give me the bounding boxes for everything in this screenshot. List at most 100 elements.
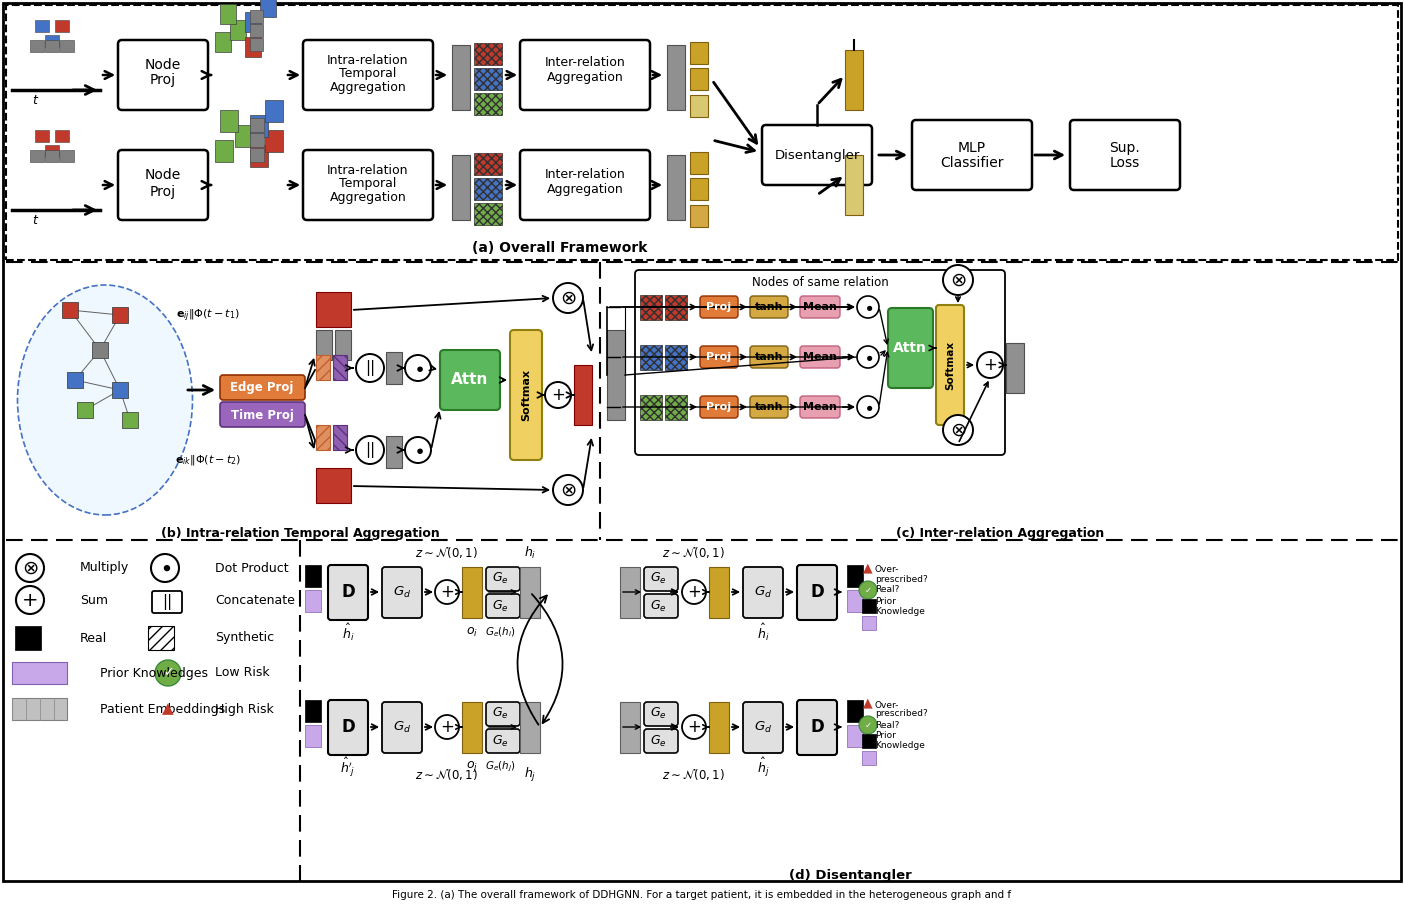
Text: $\hat{h}_{i}$: $\hat{h}_{i}$ (341, 622, 354, 643)
Bar (689, 68, 708, 90)
Text: $o_{i}$: $o_{i}$ (466, 625, 477, 639)
Circle shape (553, 283, 583, 313)
Text: ✓: ✓ (865, 586, 872, 594)
Text: Synthetic: Synthetic (215, 632, 274, 644)
Bar (862, 616, 876, 630)
Text: $o_{j}$: $o_{j}$ (466, 760, 477, 774)
Bar (265, 130, 284, 152)
Text: Patient Embeddings: Patient Embeddings (100, 703, 225, 716)
FancyBboxPatch shape (800, 346, 840, 368)
FancyBboxPatch shape (750, 296, 788, 318)
FancyBboxPatch shape (644, 702, 678, 726)
Text: tanh: tanh (755, 352, 783, 362)
Bar (305, 590, 322, 612)
Bar (847, 725, 863, 747)
Text: tanh: tanh (755, 302, 783, 312)
Text: D: D (810, 718, 824, 736)
Text: $\mathbf{e}_{ik}\|\Phi(t-t_2)$: $\mathbf{e}_{ik}\|\Phi(t-t_2)$ (176, 453, 241, 467)
Circle shape (15, 554, 44, 582)
Circle shape (404, 437, 431, 463)
Bar (93, 342, 108, 358)
Text: Aggregation: Aggregation (330, 190, 406, 204)
Text: (c) Inter-relation Aggregation: (c) Inter-relation Aggregation (896, 526, 1104, 539)
Text: Proj: Proj (150, 185, 176, 199)
FancyBboxPatch shape (382, 567, 423, 618)
Bar (316, 330, 331, 360)
Bar (640, 345, 663, 370)
Bar (333, 425, 347, 450)
Circle shape (856, 346, 879, 368)
Text: $\otimes$: $\otimes$ (560, 481, 576, 499)
Text: Dot Product: Dot Product (215, 561, 289, 575)
Text: $\bullet$: $\bullet$ (863, 348, 873, 366)
Text: $G_e$: $G_e$ (491, 733, 508, 749)
FancyBboxPatch shape (701, 346, 739, 368)
Bar (621, 567, 640, 618)
Text: +: + (439, 583, 453, 601)
Circle shape (435, 580, 459, 604)
FancyBboxPatch shape (118, 40, 208, 110)
Text: Edge Proj: Edge Proj (230, 381, 293, 395)
Bar (316, 468, 351, 503)
Circle shape (404, 355, 431, 381)
Text: $\bullet$: $\bullet$ (413, 358, 424, 377)
Bar (250, 24, 263, 37)
Text: +: + (687, 718, 701, 736)
Text: Real?: Real? (875, 720, 900, 729)
Text: $G_e$: $G_e$ (491, 570, 508, 586)
Bar (333, 355, 347, 380)
Text: Loss: Loss (1111, 156, 1140, 170)
Text: Attn: Attn (893, 341, 927, 355)
Text: D: D (341, 718, 355, 736)
Text: $G_e$: $G_e$ (650, 570, 667, 586)
Text: Over-: Over- (875, 700, 900, 709)
Text: $G_e$: $G_e$ (491, 706, 508, 720)
Circle shape (943, 415, 973, 445)
Bar (665, 295, 687, 320)
FancyBboxPatch shape (486, 702, 519, 726)
Text: ▲: ▲ (863, 561, 873, 575)
Bar (519, 702, 541, 753)
FancyBboxPatch shape (510, 330, 542, 460)
Text: ▲: ▲ (863, 696, 873, 709)
Bar (689, 178, 708, 200)
Text: $\bullet$: $\bullet$ (159, 558, 171, 578)
Bar (220, 4, 236, 24)
FancyBboxPatch shape (519, 150, 650, 220)
Bar (6, 5, 1398, 260)
Circle shape (977, 352, 1002, 378)
Text: Intra-relation: Intra-relation (327, 54, 409, 67)
Bar (336, 330, 351, 360)
FancyArrowPatch shape (518, 596, 546, 725)
Ellipse shape (17, 285, 192, 515)
Text: ✓: ✓ (163, 666, 173, 679)
Text: Node: Node (145, 58, 181, 72)
Circle shape (357, 436, 385, 464)
Text: +: + (21, 590, 38, 610)
Bar (845, 155, 863, 215)
FancyBboxPatch shape (913, 120, 1032, 190)
Text: Classifier: Classifier (941, 156, 1004, 170)
Text: Intra-relation: Intra-relation (327, 164, 409, 176)
Text: $G_e$: $G_e$ (650, 706, 667, 720)
Text: $G_e$: $G_e$ (491, 599, 508, 613)
Text: MLP: MLP (958, 141, 986, 155)
Text: $\bullet$: $\bullet$ (413, 441, 424, 460)
FancyBboxPatch shape (486, 594, 519, 618)
Text: $\bullet$: $\bullet$ (863, 298, 873, 316)
Bar (845, 50, 863, 110)
Bar (305, 700, 322, 722)
Text: $\otimes$: $\otimes$ (949, 420, 966, 440)
Bar (29, 150, 44, 162)
Text: ||: || (161, 594, 173, 610)
Bar (260, 0, 277, 17)
Bar (250, 115, 268, 137)
Bar (621, 702, 640, 753)
Bar (15, 626, 41, 650)
Text: $G_e(h_{i})$: $G_e(h_{i})$ (484, 625, 515, 639)
Bar (147, 626, 174, 650)
Text: Figure 2. (a) The overall framework of DDHGNN. For a target patient, it is embed: Figure 2. (a) The overall framework of D… (393, 890, 1011, 900)
Bar (709, 567, 729, 618)
FancyBboxPatch shape (329, 700, 368, 755)
Bar (847, 590, 863, 612)
